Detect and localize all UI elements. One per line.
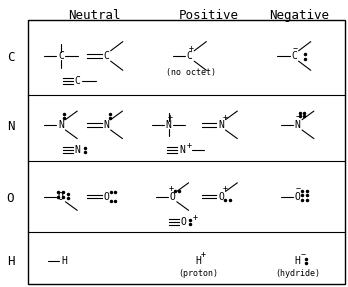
Text: O: O — [295, 192, 300, 201]
Text: N: N — [218, 120, 224, 130]
Text: C: C — [75, 76, 80, 86]
Text: O: O — [218, 192, 224, 201]
Text: +: + — [187, 141, 191, 150]
Text: +: + — [167, 113, 172, 122]
Text: H: H — [7, 255, 14, 268]
Text: O: O — [169, 192, 175, 201]
Text: O: O — [103, 192, 109, 201]
Text: −: − — [293, 44, 298, 53]
Text: C: C — [58, 51, 64, 61]
Text: C: C — [291, 51, 297, 61]
Text: C: C — [7, 51, 14, 64]
Text: +: + — [223, 184, 228, 193]
Text: (proton): (proton) — [179, 269, 218, 278]
Text: H: H — [295, 256, 300, 266]
Text: Positive: Positive — [179, 9, 239, 22]
Text: +: + — [192, 213, 197, 222]
Text: N: N — [103, 120, 109, 130]
Text: C: C — [187, 51, 192, 61]
Text: Negative: Negative — [269, 9, 329, 22]
Text: N: N — [58, 120, 64, 130]
Text: (no octet): (no octet) — [166, 68, 216, 77]
Text: −: − — [296, 113, 301, 122]
Text: +: + — [223, 113, 228, 122]
Text: H: H — [62, 256, 67, 266]
Text: O: O — [7, 191, 14, 205]
Text: O: O — [58, 192, 64, 201]
Text: +: + — [189, 44, 194, 53]
Text: (hydride): (hydride) — [275, 269, 320, 278]
Text: Neutral: Neutral — [68, 9, 120, 22]
Text: N: N — [295, 120, 300, 130]
Text: −: − — [300, 250, 305, 259]
Text: −: − — [296, 184, 301, 193]
Text: C: C — [103, 51, 109, 61]
Text: +: + — [201, 250, 206, 259]
Text: H: H — [196, 256, 201, 266]
Text: N: N — [179, 145, 185, 155]
Text: +: + — [169, 184, 174, 193]
Text: N: N — [7, 120, 14, 133]
Text: N: N — [75, 145, 80, 155]
Text: N: N — [166, 120, 172, 130]
Text: O: O — [181, 217, 187, 227]
